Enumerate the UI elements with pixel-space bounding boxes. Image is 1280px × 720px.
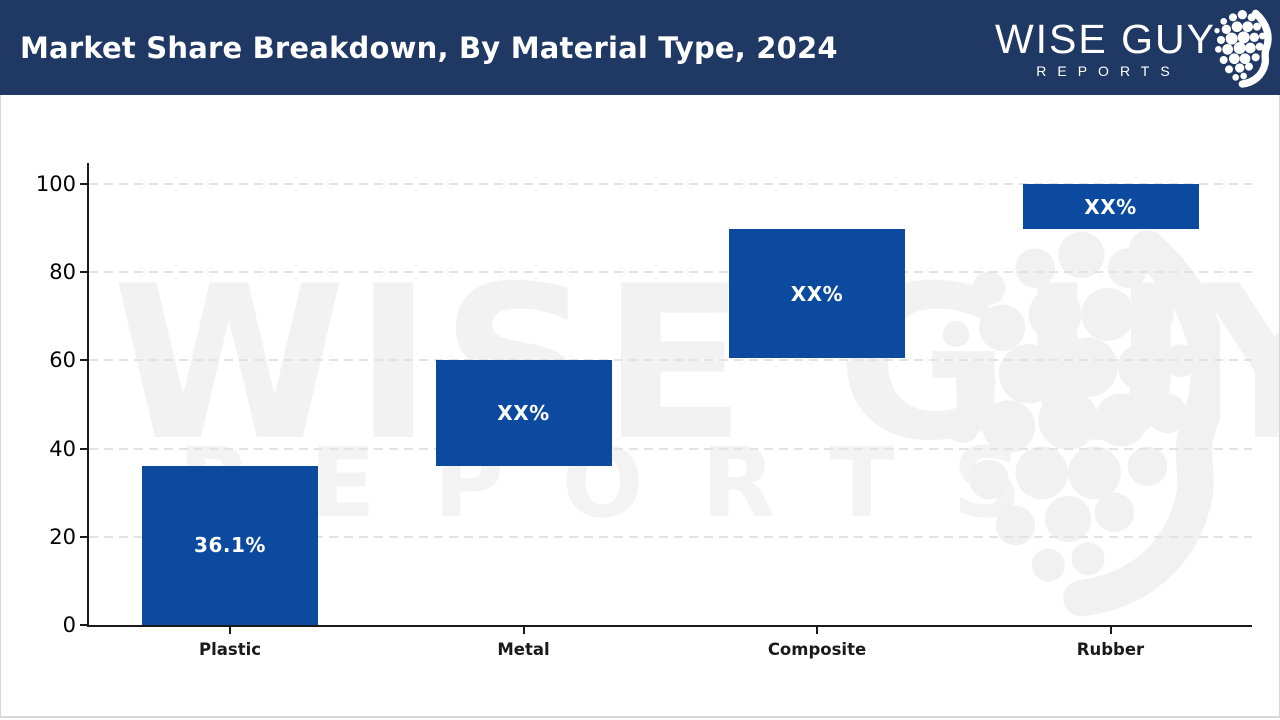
bar-plastic: 36.1% bbox=[142, 465, 318, 625]
bar-metal: XX% bbox=[435, 360, 612, 466]
logo-brand-line2: REPORTS bbox=[1036, 63, 1181, 79]
y-axis-tick-label: 60 bbox=[49, 348, 76, 373]
page-border-bottom bbox=[0, 716, 1280, 718]
y-axis-tick-label: 40 bbox=[49, 436, 76, 461]
y-axis-tick-label: 100 bbox=[35, 172, 76, 196]
y-axis-tick-label: 20 bbox=[49, 524, 76, 549]
y-axis-tick-label: 80 bbox=[49, 260, 76, 285]
x-axis-category-label: Plastic bbox=[198, 640, 262, 659]
page-title: Market Share Breakdown, By Material Type… bbox=[20, 30, 838, 65]
y-axis-tick-mark bbox=[80, 447, 87, 450]
watermark-dotted-head-icon bbox=[942, 230, 1220, 617]
x-axis-category-label: Rubber bbox=[1076, 640, 1145, 659]
y-axis-tick-mark bbox=[80, 535, 87, 538]
y-axis-tick-mark bbox=[80, 624, 87, 626]
y-axis-tick-label: 0 bbox=[62, 613, 76, 637]
x-axis-category-label: Composite bbox=[767, 640, 867, 659]
x-axis-tick-mark bbox=[522, 627, 525, 634]
bar-composite: XX% bbox=[729, 229, 905, 359]
y-axis-tick-mark bbox=[80, 183, 87, 185]
x-axis-category-label: Metal bbox=[497, 640, 550, 659]
bar-value-label: XX% bbox=[497, 401, 550, 426]
y-axis-spine bbox=[87, 163, 89, 627]
gridline-y-20 bbox=[89, 535, 1252, 538]
page-border-left bbox=[0, 95, 1, 718]
dotted-head-icon bbox=[1214, 9, 1272, 88]
y-axis-tick-mark bbox=[80, 271, 87, 274]
gridline-y-80 bbox=[89, 271, 1252, 274]
bar-rubber: XX% bbox=[1022, 184, 1199, 229]
x-axis-spine bbox=[87, 625, 1252, 627]
x-axis-tick-mark bbox=[1109, 627, 1112, 634]
wise-guy-reports-logo: WISE GUY REPORTS bbox=[995, 6, 1272, 90]
x-axis-tick-mark bbox=[816, 627, 818, 634]
header-bar: Market Share Breakdown, By Material Type… bbox=[0, 0, 1280, 95]
y-axis-tick-mark bbox=[80, 359, 87, 362]
bar-value-label: 36.1% bbox=[194, 533, 266, 558]
bar-value-label: XX% bbox=[1084, 194, 1137, 219]
gridline-y-60 bbox=[89, 359, 1252, 362]
gridline-y-100 bbox=[89, 183, 1252, 185]
gridline-y-40 bbox=[89, 447, 1252, 450]
bar-value-label: XX% bbox=[790, 281, 844, 306]
logo-text: WISE GUY REPORTS bbox=[995, 17, 1216, 79]
logo-brand-line1: WISE GUY bbox=[994, 16, 1216, 62]
x-axis-tick-mark bbox=[229, 627, 231, 634]
